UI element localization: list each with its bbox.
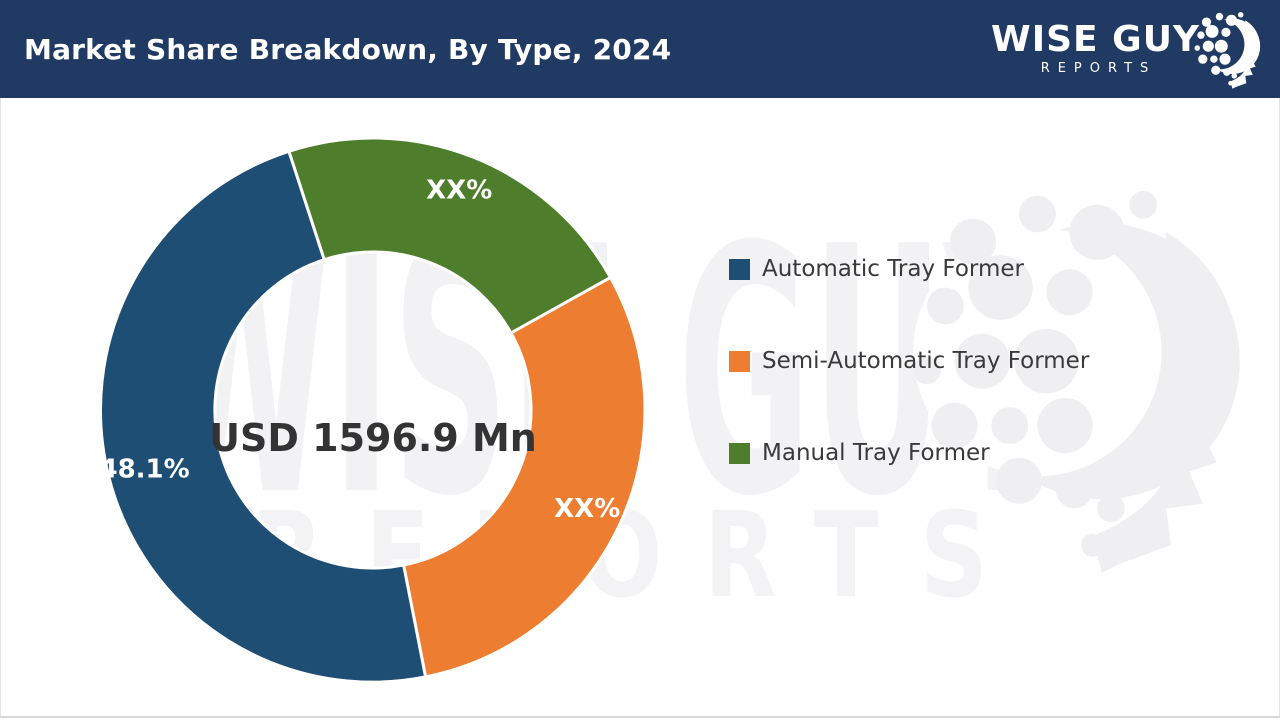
donut-slice-label-1: XX% bbox=[554, 494, 620, 524]
donut-slice-0 bbox=[287, 136, 612, 335]
bottom-divider bbox=[0, 716, 1280, 718]
bottom-padding bbox=[0, 718, 1280, 720]
logo-wordmark-line1: WISE GUY bbox=[990, 19, 1200, 60]
legend-swatch-1 bbox=[729, 351, 750, 372]
legend-swatch-0 bbox=[729, 259, 750, 280]
donut-slice-labels: XX% XX% 48.1% bbox=[99, 175, 620, 524]
legend-item-0: Automatic Tray Former bbox=[729, 258, 1089, 281]
donut-chart: XX% XX% 48.1% USD 1596.9 Mn bbox=[99, 136, 647, 684]
legend-item-2: Manual Tray Former bbox=[729, 442, 1089, 465]
legend-label-1: Semi-Automatic Tray Former bbox=[762, 348, 1090, 374]
legend-swatch-2 bbox=[729, 443, 750, 464]
donut-slices bbox=[99, 136, 647, 684]
legend-label-2: Manual Tray Former bbox=[762, 440, 990, 466]
logo-wordmark: WISE GUY REPORTS bbox=[990, 19, 1200, 77]
donut-slice-1 bbox=[402, 276, 647, 679]
donut-slice-2 bbox=[99, 149, 428, 684]
donut-slice-label-0: XX% bbox=[426, 175, 492, 205]
donut-slice-label-2: 48.1% bbox=[99, 454, 189, 484]
wise-guy-face-icon bbox=[1194, 12, 1261, 89]
legend-label-0: Automatic Tray Former bbox=[762, 256, 1024, 282]
header: Market Share Breakdown, By Type, 2024 WI… bbox=[0, 0, 1280, 98]
page-title: Market Share Breakdown, By Type, 2024 bbox=[24, 32, 672, 66]
legend-item-1: Semi-Automatic Tray Former bbox=[729, 350, 1089, 373]
wise-guy-logo: WISE GUY REPORTS bbox=[991, 7, 1262, 91]
chart-area: WISE GUY REPORTS bbox=[0, 98, 1280, 716]
donut-center-value: USD 1596.9 Mn bbox=[209, 416, 537, 460]
logo-wordmark-line2: REPORTS bbox=[1040, 61, 1157, 76]
chart-legend: Automatic Tray Former Semi-Automatic Tray… bbox=[729, 258, 1089, 465]
